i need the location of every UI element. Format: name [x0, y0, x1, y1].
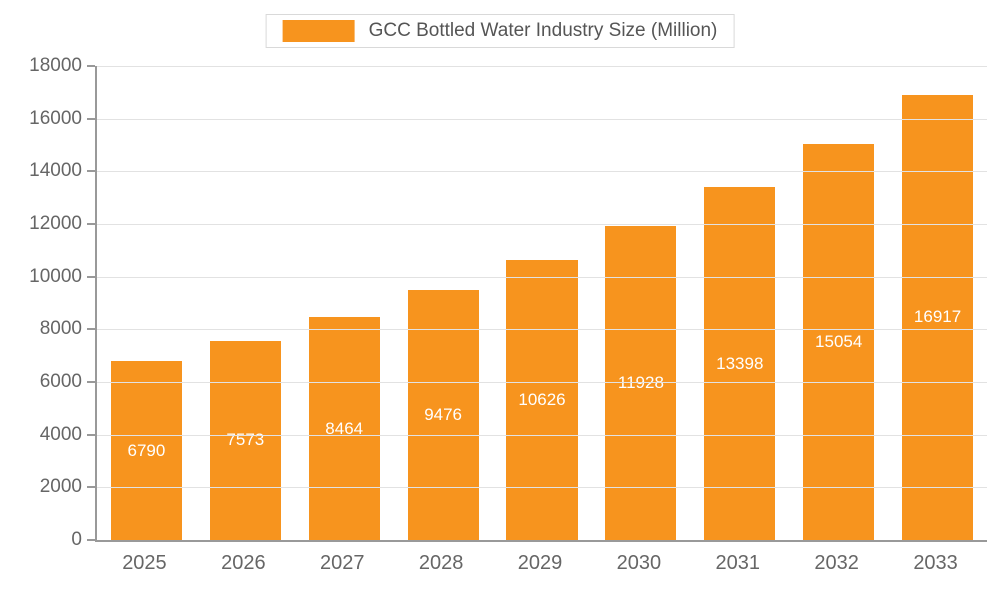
- bar-value-label: 10626: [518, 390, 566, 410]
- x-axis-label: 2026: [221, 552, 266, 574]
- bar-2025[interactable]: 6790: [110, 361, 183, 540]
- gridline: [97, 487, 987, 489]
- bar-slot: 15054: [789, 66, 888, 540]
- gridline: [97, 434, 987, 436]
- x-axis-label: 2029: [517, 552, 563, 574]
- gridline: [97, 329, 987, 331]
- bar-slot: 8464: [295, 66, 394, 540]
- bar-value-label: 8464: [325, 418, 364, 438]
- bar-value-label: 9476: [424, 405, 463, 425]
- y-axis-label: 16000: [29, 107, 82, 129]
- x-axis-label: 2031: [715, 552, 761, 574]
- gridline: [97, 66, 987, 67]
- x-axis-label: 2030: [616, 552, 662, 574]
- bar-slot: 16917: [888, 66, 987, 540]
- y-axis-label: 8000: [39, 318, 82, 340]
- y-axis-label: 0: [71, 529, 82, 550]
- y-axis-tick: [87, 486, 95, 489]
- bar-slot: 11928: [591, 66, 690, 540]
- bar-value-label: 6790: [127, 440, 166, 460]
- y-axis-tick: [87, 539, 95, 541]
- bar-slot: 13398: [690, 66, 789, 540]
- bar-2031[interactable]: 13398: [704, 187, 776, 540]
- y-axis-tick: [87, 328, 95, 331]
- bar-slot: 7573: [196, 66, 295, 540]
- y-axis-tick: [87, 381, 95, 383]
- gridline: [97, 118, 987, 120]
- gridline: [97, 276, 987, 278]
- y-axis-label: 2000: [39, 476, 82, 498]
- x-axis-label: 2033: [913, 552, 958, 574]
- y-axis-tick: [87, 275, 95, 278]
- y-axis-tick: [87, 117, 95, 120]
- bar-slot: 9476: [394, 66, 493, 540]
- bar-value-label: 7573: [226, 430, 265, 450]
- y-axis-label: 14000: [29, 160, 82, 182]
- y-axis-tick: [87, 170, 95, 173]
- gridline: [97, 171, 987, 173]
- gridline: [97, 224, 987, 225]
- legend-label: GCC Bottled Water Industry Size (Million…: [368, 20, 718, 41]
- y-axis-label: 10000: [29, 265, 82, 287]
- y-axis-tick: [87, 433, 95, 436]
- bar-2028[interactable]: 9476: [407, 290, 479, 540]
- bar-2026[interactable]: 7573: [209, 340, 281, 540]
- bar-2032[interactable]: 15054: [803, 143, 875, 540]
- bar-2027[interactable]: 8464: [308, 317, 380, 540]
- legend-swatch: [282, 20, 355, 42]
- gridline: [97, 382, 987, 383]
- y-axis-tick: [87, 65, 95, 67]
- x-axis-labels: 2025 2026 2027 2028 2029 2030 2031 2032 2033: [95, 552, 985, 575]
- y-axis-label: 6000: [39, 371, 82, 392]
- y-axis-labels: 0 2000 4000 6000 8000 10000 12000 14000 16000 180…: [0, 55, 82, 550]
- bar-2029[interactable]: 10626: [506, 260, 578, 540]
- y-axis-label: 4000: [39, 423, 82, 445]
- bars: 6790 7573 8464 9476 10626 11928 13398 15054 1691…: [97, 66, 987, 540]
- bar-2033[interactable]: 16917: [901, 94, 974, 540]
- plot-area: 6790 7573 8464 9476 10626 11928 13398 15054 1691…: [87, 65, 987, 542]
- bar-slot: 10626: [493, 66, 592, 540]
- legend[interactable]: GCC Bottled Water Industry Size (Million…: [265, 14, 735, 48]
- bar-value-label: 15054: [815, 331, 863, 351]
- y-axis-tick: [87, 223, 95, 225]
- y-axis-label: 18000: [29, 55, 82, 76]
- x-axis-label: 2025: [122, 552, 167, 574]
- y-axis-label: 12000: [29, 213, 82, 234]
- x-axis-label: 2027: [319, 552, 365, 574]
- x-axis-label: 2032: [814, 552, 859, 574]
- bar-value-label: 16917: [913, 307, 962, 327]
- bar-value-label: 13398: [716, 353, 764, 373]
- bar-slot: 6790: [97, 66, 196, 540]
- x-axis-label: 2028: [418, 552, 464, 574]
